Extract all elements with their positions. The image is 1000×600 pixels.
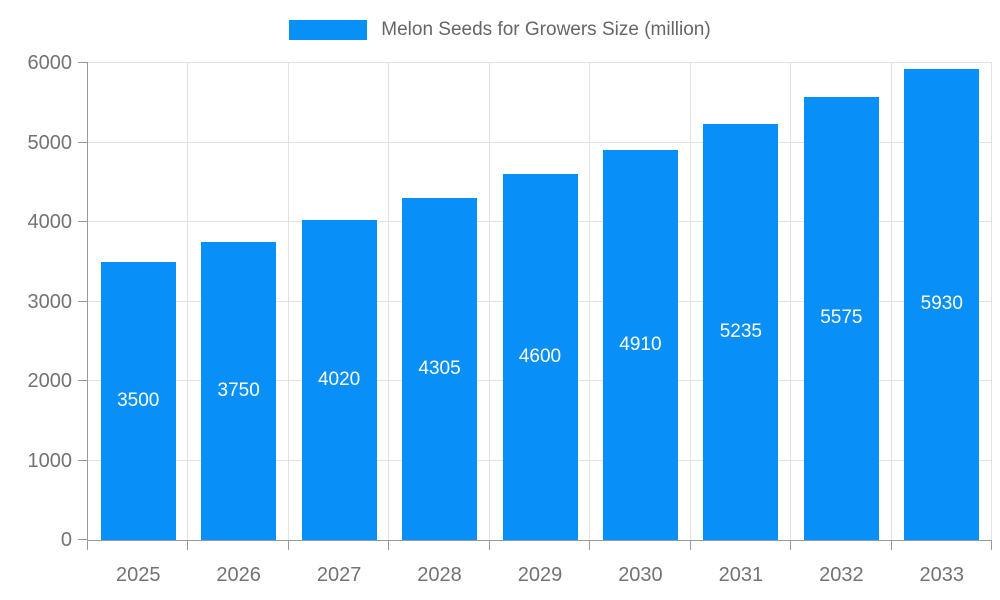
gridline-horizontal bbox=[88, 62, 992, 63]
gridline-vertical bbox=[790, 63, 792, 540]
bar: 5235 bbox=[703, 123, 779, 540]
gridline-vertical bbox=[689, 63, 691, 540]
x-tick-label: 2033 bbox=[919, 564, 965, 586]
bar-value-label: 4020 bbox=[317, 369, 361, 391]
x-axis-tick bbox=[589, 540, 591, 550]
y-tick-label: 6000 bbox=[27, 52, 73, 74]
y-axis-tick bbox=[78, 459, 88, 461]
y-tick-label: 0 bbox=[60, 529, 72, 551]
x-tick-label: 2032 bbox=[819, 564, 864, 586]
x-tick-label: 2029 bbox=[517, 564, 563, 586]
gridline-vertical bbox=[187, 63, 189, 540]
bar: 3500 bbox=[100, 261, 176, 540]
y-axis-tick bbox=[78, 380, 88, 381]
x-tick-label: 2031 bbox=[718, 564, 764, 586]
x-tick-label: 2026 bbox=[216, 564, 261, 586]
x-tick-label: 2028 bbox=[417, 564, 462, 586]
bar-value-label: 3750 bbox=[217, 379, 260, 401]
bar: 4600 bbox=[502, 174, 578, 540]
y-axis-line bbox=[87, 63, 88, 541]
bar: 5575 bbox=[803, 96, 879, 540]
y-tick-label: 2000 bbox=[27, 370, 73, 392]
y-axis-tick bbox=[78, 141, 88, 143]
bar-value-label: 5575 bbox=[820, 307, 863, 329]
bar-value-label: 4600 bbox=[518, 346, 562, 368]
gridline-vertical bbox=[388, 63, 390, 540]
y-axis-tick bbox=[78, 221, 88, 222]
bar-value-label: 5930 bbox=[920, 293, 963, 315]
x-axis-tick bbox=[790, 540, 792, 550]
bar: 5930 bbox=[904, 68, 980, 540]
gridline-vertical bbox=[991, 63, 992, 540]
gridline-vertical bbox=[890, 63, 892, 540]
x-axis-tick bbox=[991, 540, 992, 550]
x-axis-tick bbox=[689, 540, 691, 550]
y-tick-label: 1000 bbox=[27, 449, 73, 472]
gridline-vertical bbox=[589, 63, 591, 540]
bar: 4910 bbox=[602, 149, 678, 540]
bar-value-label: 4910 bbox=[619, 333, 662, 355]
bar-value-label: 5235 bbox=[719, 320, 763, 342]
y-tick-label: 4000 bbox=[27, 211, 73, 233]
x-axis-tick bbox=[187, 540, 189, 550]
bar: 3750 bbox=[201, 241, 277, 540]
bar: 4305 bbox=[402, 197, 478, 540]
x-tick-label: 2030 bbox=[618, 564, 663, 586]
gridline-vertical bbox=[287, 63, 289, 540]
x-axis-tick bbox=[890, 540, 892, 550]
y-axis-tick bbox=[78, 539, 88, 540]
x-tick-label: 2025 bbox=[115, 564, 161, 586]
bar-value-label: 3500 bbox=[117, 389, 160, 411]
x-axis-tick bbox=[287, 540, 289, 550]
legend-swatch-icon bbox=[289, 20, 368, 40]
gridline-horizontal bbox=[88, 141, 992, 143]
y-axis-tick bbox=[78, 300, 88, 302]
x-tick-label: 2027 bbox=[316, 564, 362, 586]
x-axis-tick bbox=[87, 540, 88, 550]
y-axis-tick bbox=[78, 62, 88, 63]
gridline-vertical bbox=[488, 63, 490, 540]
x-axis-line bbox=[87, 540, 992, 541]
legend[interactable]: Melon Seeds for Growers Size (million) bbox=[0, 17, 1000, 43]
x-axis-tick bbox=[388, 540, 390, 550]
x-axis-tick bbox=[488, 540, 490, 550]
bar: 4020 bbox=[301, 220, 377, 540]
legend-label: Melon Seeds for Growers Size (million) bbox=[381, 19, 711, 40]
y-tick-label: 3000 bbox=[27, 290, 73, 313]
bar-value-label: 4305 bbox=[418, 357, 461, 379]
y-tick-label: 5000 bbox=[27, 131, 73, 154]
